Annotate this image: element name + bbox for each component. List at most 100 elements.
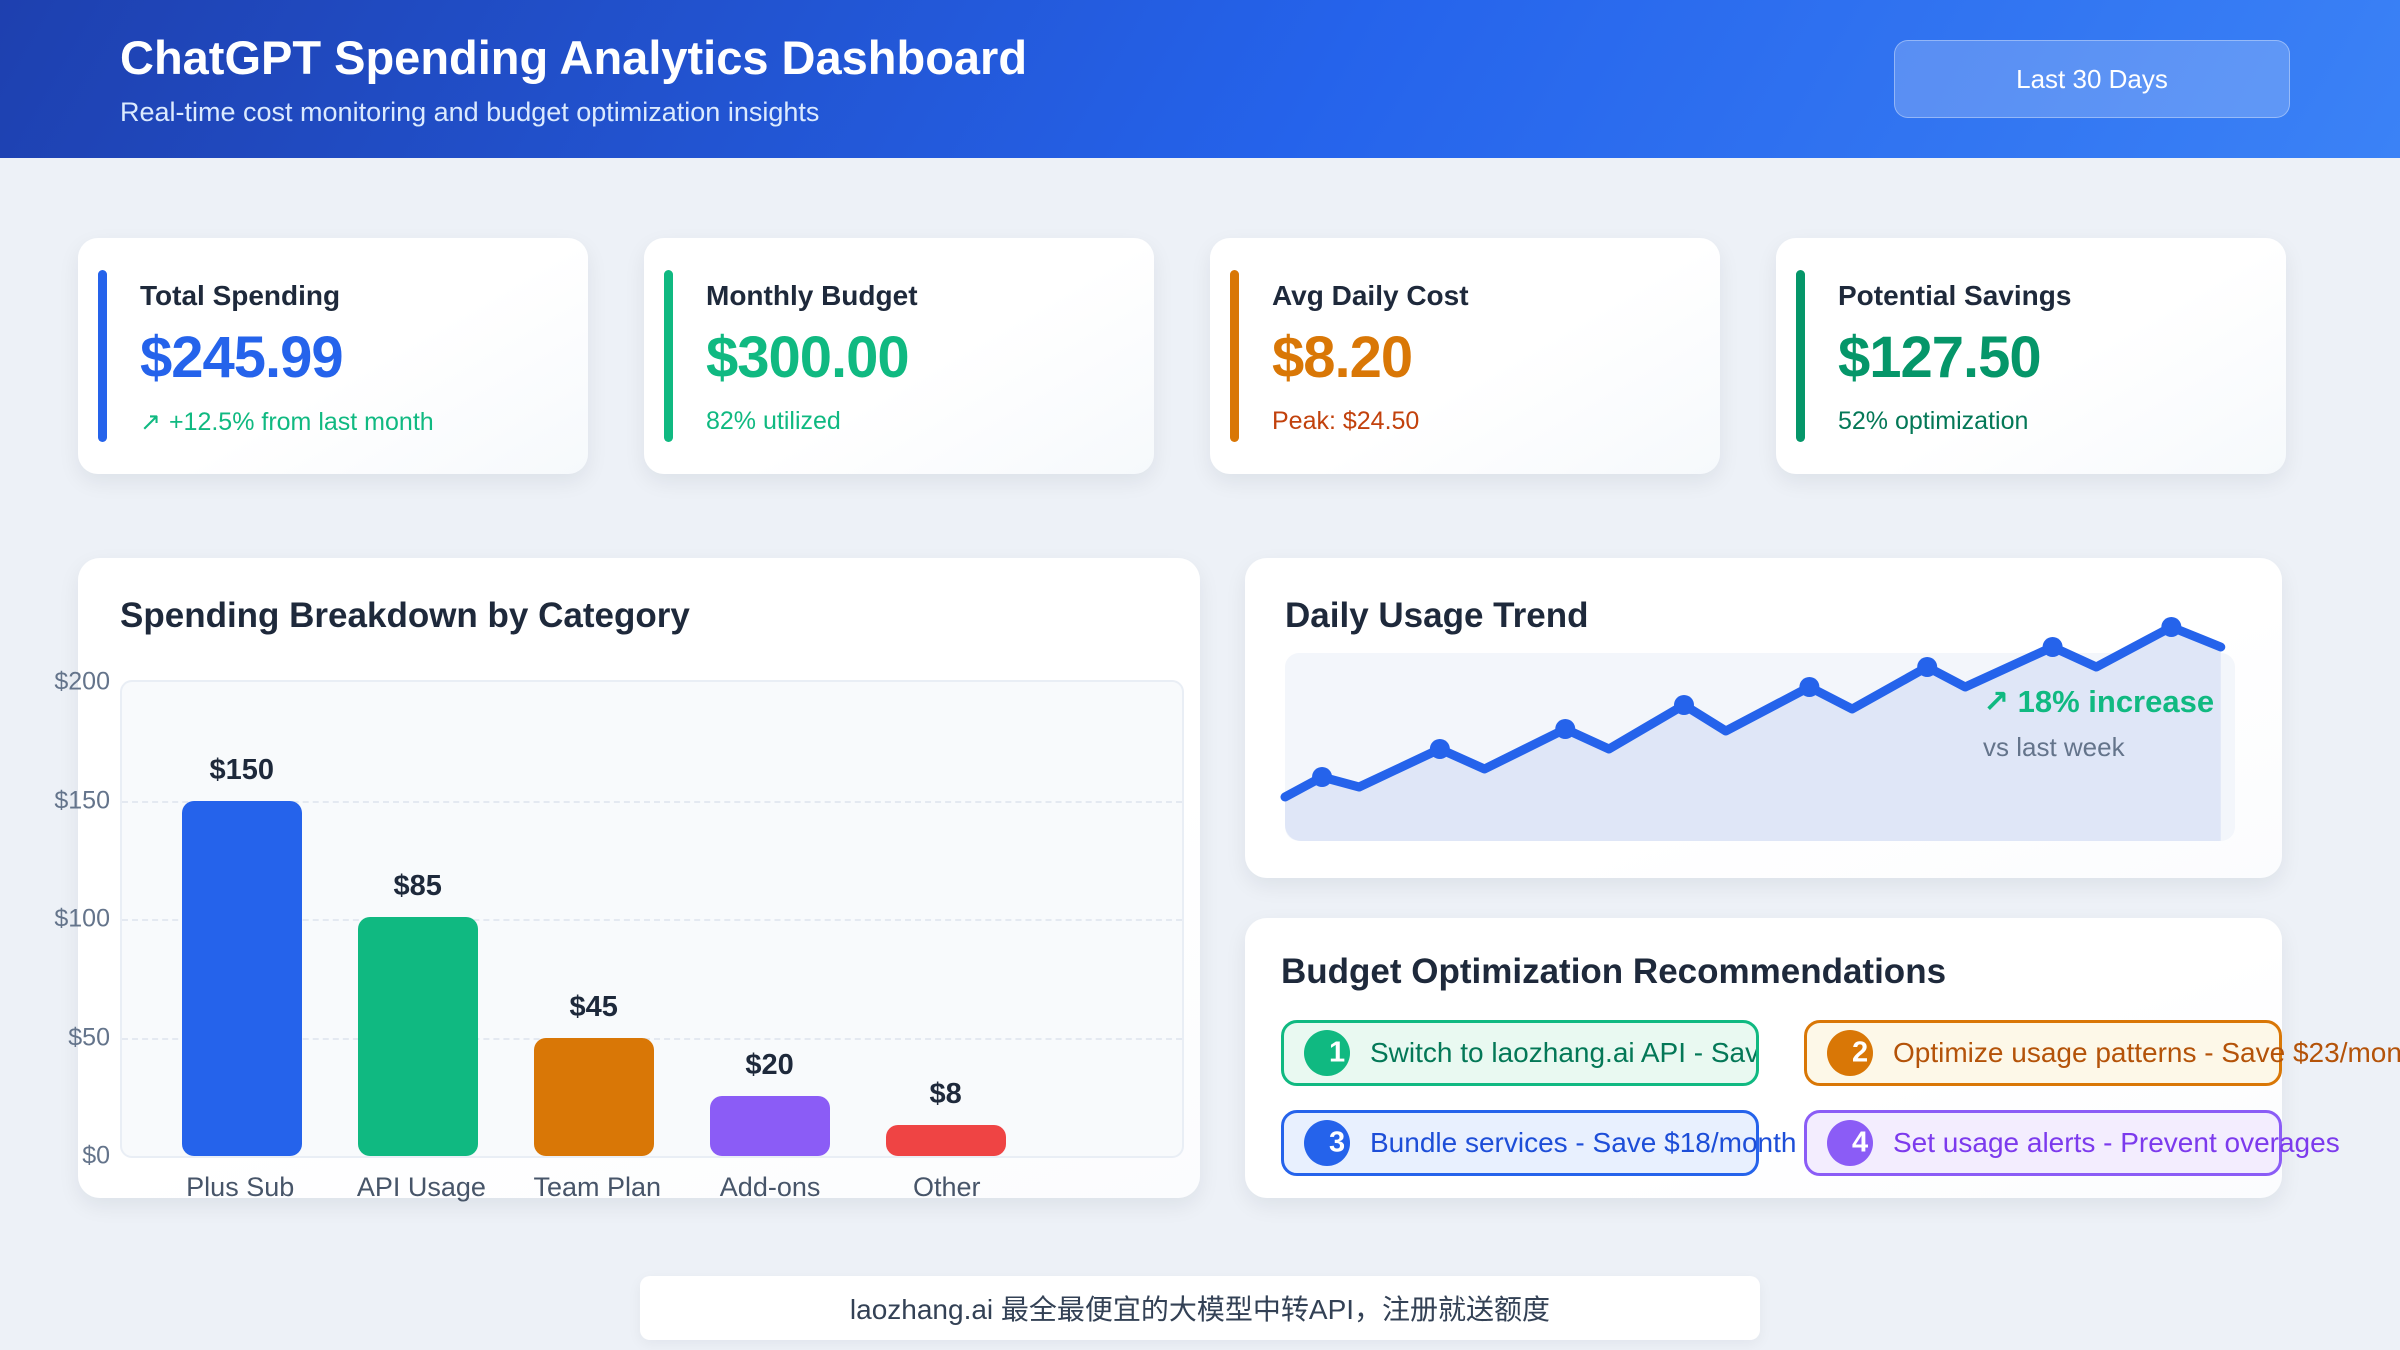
badge-circle — [1827, 1120, 1873, 1166]
stat-subtext: 52% optimization — [1838, 407, 2262, 436]
recommendation-number-badge: 4 — [1827, 1120, 1873, 1166]
bar-value-label: $150 — [209, 753, 275, 786]
trend-data-point — [1799, 677, 1820, 697]
bar-api-usage — [357, 916, 478, 1156]
recommendation-text: Switch to laozhang.ai API - Save $47/mon… — [1370, 1037, 1759, 1068]
recommendations-grid: 1 Switch to laozhang.ai API - Save $47/mo… — [1281, 1020, 2400, 1176]
stat-subtext-label: Peak: $24.50 — [1272, 407, 1420, 435]
promo-banner[interactable]: laozhang.ai 最全最便宜的大模型中转API，注册就送额度 — [640, 1276, 1760, 1340]
x-axis-label-team-plan: Team Plan — [533, 1172, 662, 1202]
x-axis-label-api-usage: API Usage — [356, 1172, 486, 1202]
x-axis-label-plus-sub: Plus Sub — [186, 1172, 295, 1202]
stat-subtext: Peak: $24.50 — [1272, 407, 1696, 436]
bar-value-label: $20 — [745, 1048, 794, 1081]
bar-plus-sub — [181, 800, 302, 1156]
trend-data-point — [1917, 657, 1938, 677]
bar-chart-plot: $200 $150 $100 $50 $0 $150 $85 $45 $20 $8 — [54, 668, 1184, 1170]
bar-column-plus-sub: $150 — [181, 682, 302, 1156]
x-axis-label-add-ons: Add-ons — [719, 1172, 821, 1202]
spending-breakdown-card: Spending Breakdown by Category $200 $150 $… — [54, 558, 1200, 1202]
stat-value: $300.00 — [706, 325, 910, 390]
badge-number: 1 — [1329, 1036, 1346, 1069]
spending-breakdown-title: Spending Breakdown by Category — [120, 596, 690, 635]
recommendation-1[interactable]: 1 Switch to laozhang.ai API - Save $47/mo… — [1281, 1020, 1759, 1086]
stat-label: Avg Daily Cost — [1272, 280, 1469, 311]
badge-number: 4 — [1852, 1126, 1869, 1159]
bar-column-other: $8 — [885, 682, 1006, 1156]
recommendation-3[interactable]: 3 Bundle services - Save $18/month — [1281, 1110, 1796, 1176]
stat-subtext-label: 52% optimization — [1838, 407, 2029, 435]
bar-value-label: $45 — [569, 990, 618, 1023]
stat-accent-bar — [664, 270, 673, 442]
trend-annotation-text: 18% increase — [2017, 684, 2215, 719]
bar-column-team-plan: $45 — [533, 682, 654, 1156]
recommendation-text: Set usage alerts - Prevent overages — [1893, 1127, 2340, 1158]
date-range-button[interactable]: Last 30 Days — [1894, 40, 2290, 118]
recommendations-card: Budget Optimization Recommendations 1 Swi… — [1245, 918, 2400, 1198]
bar-value-label: $85 — [393, 869, 442, 902]
daily-usage-trend-title: Daily Usage Trend — [1285, 596, 1589, 635]
bar-other — [885, 1125, 1006, 1156]
stat-accent-bar — [1796, 270, 1805, 442]
daily-usage-trend-card: Daily Usage Trend ↗ 18% increase vs last… — [1245, 558, 2282, 878]
header: ChatGPT Spending Analytics Dashboard Rea… — [0, 0, 2400, 158]
bar-chart: $200 $150 $100 $50 $0 $150 $85 $45 $20 $8 Plus Su… — [54, 668, 1184, 1203]
trend-annotation: ↗ 18% increase vs last week — [1983, 684, 2214, 763]
trend-up-icon: ↗ — [140, 408, 161, 436]
stat-subtext: 82% utilized — [706, 407, 1130, 436]
stat-label: Total Spending — [140, 280, 341, 311]
recommendation-number-badge: 1 — [1304, 1030, 1350, 1076]
trend-line-chart — [1280, 617, 2235, 841]
badge-circle — [1304, 1030, 1350, 1076]
badge-number: 3 — [1329, 1126, 1346, 1159]
stat-label: Potential Savings — [1838, 280, 2072, 311]
bar-team-plan — [533, 1037, 654, 1156]
main-content: Total Spending $245.99 ↗ +12.5% from last m… — [0, 238, 2400, 1202]
trend-line — [1280, 622, 2226, 802]
recommendation-2[interactable]: 2 Optimize usage patterns - Save $23/mont… — [1804, 1020, 2400, 1086]
y-axis-tick-label: $100 — [54, 904, 110, 933]
recommendation-number-badge: 2 — [1827, 1030, 1873, 1076]
stat-card-monthly-budget: Monthly Budget $300.00 82% utilized — [644, 238, 1154, 474]
recommendation-text: Optimize usage patterns - Save $23/month — [1893, 1037, 2400, 1068]
stat-value: $8.20 — [1272, 325, 1413, 390]
bar-chart-x-axis: Plus Sub API Usage Team Plan Add-ons Other — [120, 1172, 1184, 1203]
trend-data-point — [2042, 637, 2063, 657]
stat-subtext-label: 82% utilized — [706, 407, 841, 435]
stat-accent-bar — [1230, 270, 1239, 442]
trend-annotation-sub: vs last week — [1983, 732, 2125, 762]
x-axis-label-other: Other — [912, 1172, 981, 1202]
trend-chart: ↗ 18% increase vs last week — [1280, 610, 2235, 841]
gridline — [122, 800, 1182, 803]
trend-up-icon: ↗ — [1983, 684, 2009, 719]
recommendation-number-badge: 3 — [1304, 1120, 1350, 1166]
header-text: ChatGPT Spending Analytics Dashboard Rea… — [120, 30, 1027, 128]
stat-subtext: ↗ +12.5% from last month — [140, 407, 564, 437]
bar-column-add-ons: $20 — [709, 682, 830, 1156]
badge-number: 2 — [1852, 1036, 1869, 1069]
stat-label: Monthly Budget — [706, 280, 918, 311]
recommendation-4[interactable]: 4 Set usage alerts - Prevent overages — [1804, 1110, 2340, 1176]
trend-data-point — [1312, 767, 1333, 787]
page-subtitle: Real-time cost monitoring and budget opt… — [120, 97, 820, 127]
stat-card-potential-savings: Potential Savings $127.50 52% optimization — [1776, 238, 2286, 474]
trend-data-point — [2161, 617, 2182, 637]
trend-data-point — [1674, 695, 1694, 715]
bar-column-api-usage: $85 — [357, 682, 478, 1156]
trend-data-point — [1555, 719, 1576, 739]
stat-subtext-label: +12.5% from last month — [168, 407, 434, 436]
page-title: ChatGPT Spending Analytics Dashboard — [120, 31, 1028, 84]
charts-row: Spending Breakdown by Category $200 $150 $… — [54, 558, 2400, 1202]
bar-add-ons — [709, 1095, 830, 1156]
y-axis-tick-label: $150 — [54, 786, 110, 814]
bar-value-label: $8 — [929, 1078, 962, 1111]
recommendation-text: Bundle services - Save $18/month — [1370, 1127, 1797, 1158]
stat-value: $127.50 — [1838, 325, 2042, 390]
gridline — [122, 919, 1182, 921]
stat-accent-bar — [98, 270, 107, 442]
stat-card-total-spending: Total Spending $245.99 ↗ +12.5% from last m… — [78, 238, 588, 474]
y-axis-tick-label: $50 — [68, 1023, 110, 1051]
stats-row: Total Spending $245.99 ↗ +12.5% from last m… — [78, 238, 2286, 474]
bars-row: $150 $85 $45 $20 $8 — [122, 682, 1182, 1156]
badge-circle — [1304, 1120, 1350, 1166]
